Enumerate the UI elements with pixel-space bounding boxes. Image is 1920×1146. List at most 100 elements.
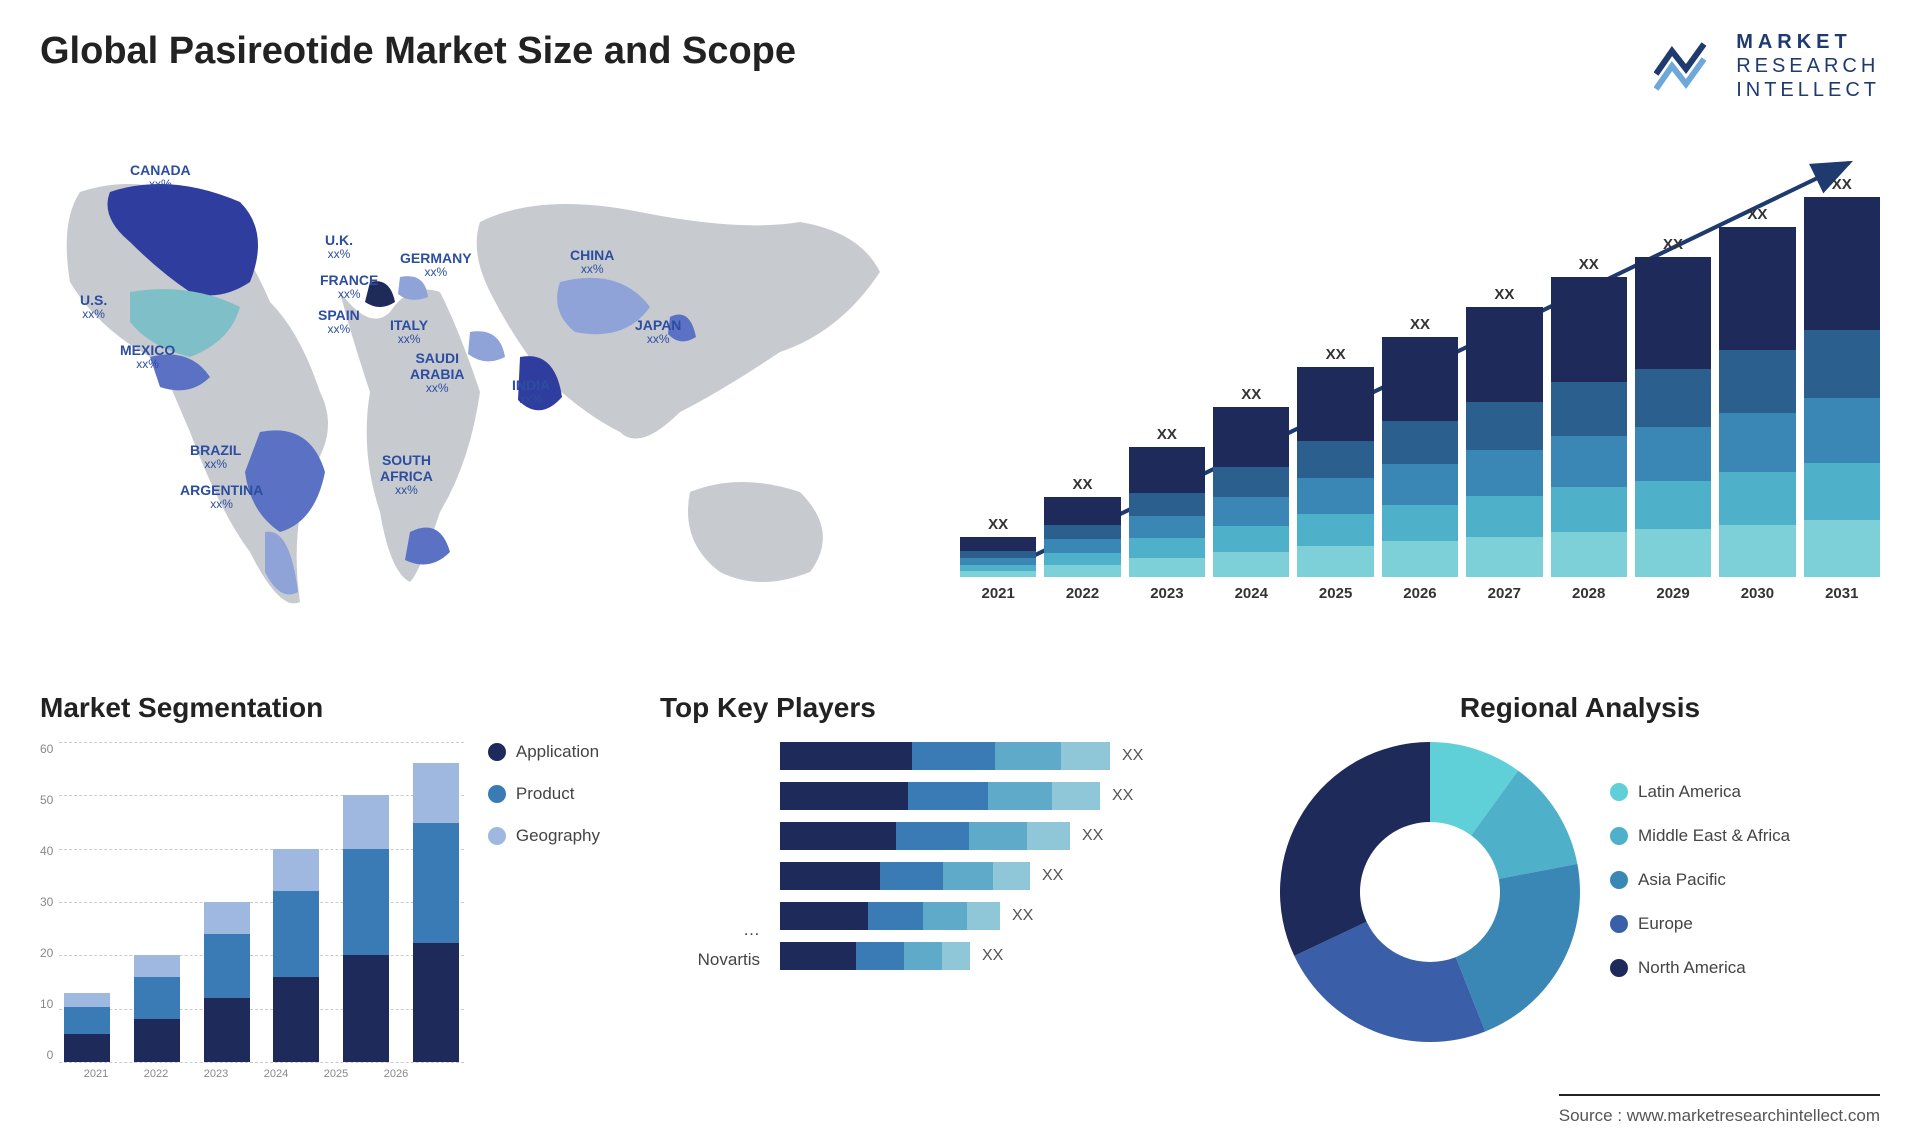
map-label: INDIAxx% [512,377,550,407]
map-label: U.S.xx% [80,292,107,322]
player-value: XX [982,947,1003,965]
growth-column: XX 2025 [1297,346,1373,602]
player-row: XX [780,742,1220,770]
brand-logo: MARKET RESEARCH INTELLECT [1654,30,1880,102]
player-name: … [660,920,760,940]
growth-value-label: XX [1747,206,1767,223]
donut-segment [1280,742,1430,956]
map-safrica [405,528,450,565]
map-label: SPAINxx% [318,307,360,337]
map-label: GERMANYxx% [400,250,472,280]
player-row: XX [780,782,1220,810]
map-label: U.K.xx% [325,232,353,262]
players-panel: Top Key Players … Novartis XX XX XX XX XX XX [660,692,1220,1080]
map-label: ITALYxx% [390,317,428,347]
segmentation-bar [343,795,389,1062]
growth-year-label: 2027 [1488,585,1521,602]
players-bars: XX XX XX XX XX XX [780,742,1220,970]
growth-year-label: 2031 [1825,585,1858,602]
growth-column: XX 2026 [1382,316,1458,602]
growth-column: XX 2024 [1213,386,1289,602]
map-label: FRANCExx% [320,272,378,302]
map-label: ARGENTINAxx% [180,482,263,512]
growth-year-label: 2030 [1741,585,1774,602]
growth-year-label: 2029 [1656,585,1689,602]
growth-column: XX2023 [1129,426,1205,602]
growth-year-label: 2028 [1572,585,1605,602]
players-title: Top Key Players [660,692,1220,724]
segmentation-bar [413,763,459,1062]
legend-item: Middle East & Africa [1610,826,1790,846]
growth-value-label: XX [1579,256,1599,273]
player-value: XX [1122,747,1143,765]
world-map-svg [40,132,920,652]
growth-value-label: XX [988,516,1008,533]
growth-column: XX2022 [1044,476,1120,602]
map-label: SOUTHAFRICAxx% [380,452,433,498]
growth-year-label: 2021 [981,585,1014,602]
growth-chart: XX2021XX2022XX2023XX2024XX2025XX2026XX20… [960,132,1880,652]
growth-value-label: XX [1494,286,1514,303]
segmentation-bars [59,742,464,1062]
logo-chevron-icon [1654,39,1724,94]
player-value: XX [1012,907,1033,925]
logo-line2: RESEARCH [1736,54,1880,78]
player-value: XX [1042,867,1063,885]
segmentation-yaxis: 6050403020100 [40,742,59,1062]
growth-value-label: XX [1410,316,1430,333]
map-label: BRAZILxx% [190,442,241,472]
segmentation-xlabel: 2026 [384,1068,408,1080]
segmentation-xlabel: 2022 [144,1068,168,1080]
regional-panel: Regional Analysis Latin America Middle Ea… [1280,692,1880,1080]
regional-donut [1280,742,1580,1042]
growth-year-label: 2026 [1403,585,1436,602]
legend-item: North America [1610,958,1790,978]
player-row: XX [780,902,1220,930]
segmentation-bar [204,902,250,1062]
map-label: SAUDIARABIAxx% [410,350,464,396]
growth-column: XX2031 [1804,176,1880,602]
segmentation-xlabel: 2024 [264,1068,288,1080]
player-value: XX [1112,787,1133,805]
map-label: CANADAxx% [130,162,191,192]
legend-item: Latin America [1610,782,1790,802]
growth-value-label: XX [1157,426,1177,443]
growth-value-label: XX [1663,236,1683,253]
segmentation-legend: Application Product Geography [488,742,600,1062]
legend-item: Geography [488,826,600,846]
map-label: JAPANxx% [635,317,681,347]
map-label: MEXICOxx% [120,342,175,372]
player-row: XX [780,822,1220,850]
segmentation-bar [64,993,110,1062]
growth-value-label: XX [1073,476,1093,493]
growth-year-label: 2024 [1235,585,1268,602]
players-list: … Novartis [660,742,760,970]
segmentation-panel: Market Segmentation 6050403020100 Applic… [40,692,600,1080]
segmentation-bar [134,955,180,1062]
logo-line1: MARKET [1736,30,1880,54]
page-title: Global Pasireotide Market Size and Scope [40,30,796,73]
map-saudi [468,331,505,361]
logo-line3: INTELLECT [1736,78,1880,102]
growth-value-label: XX [1326,346,1346,363]
source-attribution: Source : www.marketresearchintellect.com [1559,1094,1880,1126]
growth-year-label: 2025 [1319,585,1352,602]
segmentation-title: Market Segmentation [40,692,600,724]
legend-item: Asia Pacific [1610,870,1790,890]
player-row: XX [780,942,1220,970]
growth-column: XX 2021 [960,516,1036,602]
legend-item: Product [488,784,600,804]
segmentation-xlabel: 2023 [204,1068,228,1080]
player-name: Novartis [660,950,760,970]
growth-value-label: XX [1241,386,1261,403]
segmentation-bar [273,849,319,1062]
player-value: XX [1082,827,1103,845]
regional-title: Regional Analysis [1280,692,1880,724]
segmentation-xlabel: 2021 [84,1068,108,1080]
growth-column: XX 2028 [1551,256,1627,602]
growth-column: XX 2030 [1719,206,1795,602]
legend-item: Application [488,742,600,762]
regional-legend: Latin America Middle East & Africa Asia Pa… [1610,782,1790,1002]
growth-column: XX 2027 [1466,286,1542,602]
world-map: CANADAxx% U.S.xx% MEXICOxx% BRAZILxx% ARGENT… [40,132,920,652]
